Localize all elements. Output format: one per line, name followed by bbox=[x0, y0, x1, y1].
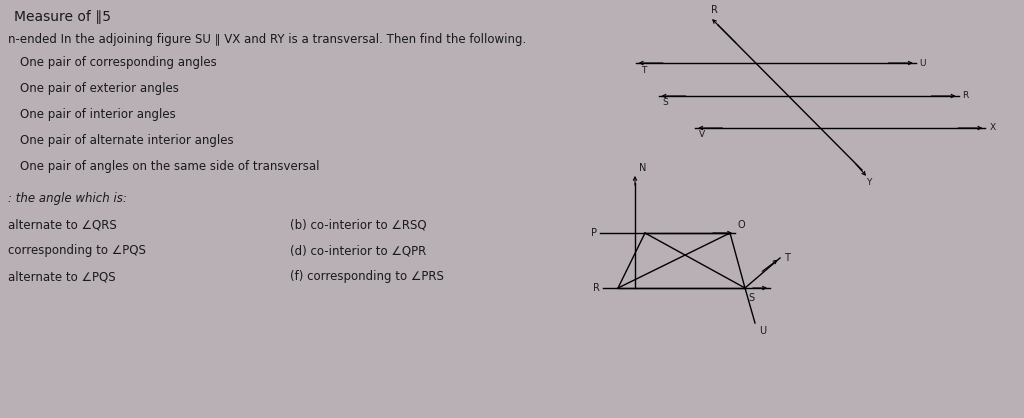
Text: alternate to ∠PQS: alternate to ∠PQS bbox=[8, 270, 116, 283]
Text: P: P bbox=[591, 228, 597, 238]
Text: V: V bbox=[699, 130, 706, 139]
Text: N: N bbox=[639, 163, 646, 173]
Text: corresponding to ∠PQS: corresponding to ∠PQS bbox=[8, 244, 145, 257]
Text: T: T bbox=[641, 66, 646, 75]
Text: alternate to ∠QRS: alternate to ∠QRS bbox=[8, 218, 117, 231]
Text: : the angle which is:: : the angle which is: bbox=[8, 192, 127, 205]
Text: One pair of angles on the same side of transversal: One pair of angles on the same side of t… bbox=[20, 160, 319, 173]
Text: U: U bbox=[920, 59, 927, 67]
Text: T: T bbox=[784, 253, 790, 263]
Text: R: R bbox=[593, 283, 600, 293]
Text: X: X bbox=[989, 123, 995, 133]
Text: (b) co-interior to ∠RSQ: (b) co-interior to ∠RSQ bbox=[290, 218, 427, 231]
Text: Y: Y bbox=[866, 178, 871, 187]
Text: One pair of interior angles: One pair of interior angles bbox=[20, 108, 176, 121]
Text: n-ended In the adjoining figure SU ∥ VX and RY is a transversal. Then find the f: n-ended In the adjoining figure SU ∥ VX … bbox=[8, 33, 526, 46]
Text: R: R bbox=[711, 5, 718, 15]
Text: One pair of alternate interior angles: One pair of alternate interior angles bbox=[20, 134, 233, 147]
Text: One pair of corresponding angles: One pair of corresponding angles bbox=[20, 56, 217, 69]
Text: S: S bbox=[748, 293, 754, 303]
Text: (f) corresponding to ∠PRS: (f) corresponding to ∠PRS bbox=[290, 270, 443, 283]
Text: U: U bbox=[759, 326, 766, 336]
Text: Measure of ∥5: Measure of ∥5 bbox=[14, 10, 111, 24]
Text: S: S bbox=[663, 98, 669, 107]
Text: R: R bbox=[963, 92, 969, 100]
Text: One pair of exterior angles: One pair of exterior angles bbox=[20, 82, 179, 95]
Text: (d) co-interior to ∠QPR: (d) co-interior to ∠QPR bbox=[290, 244, 426, 257]
Text: O: O bbox=[737, 220, 744, 230]
